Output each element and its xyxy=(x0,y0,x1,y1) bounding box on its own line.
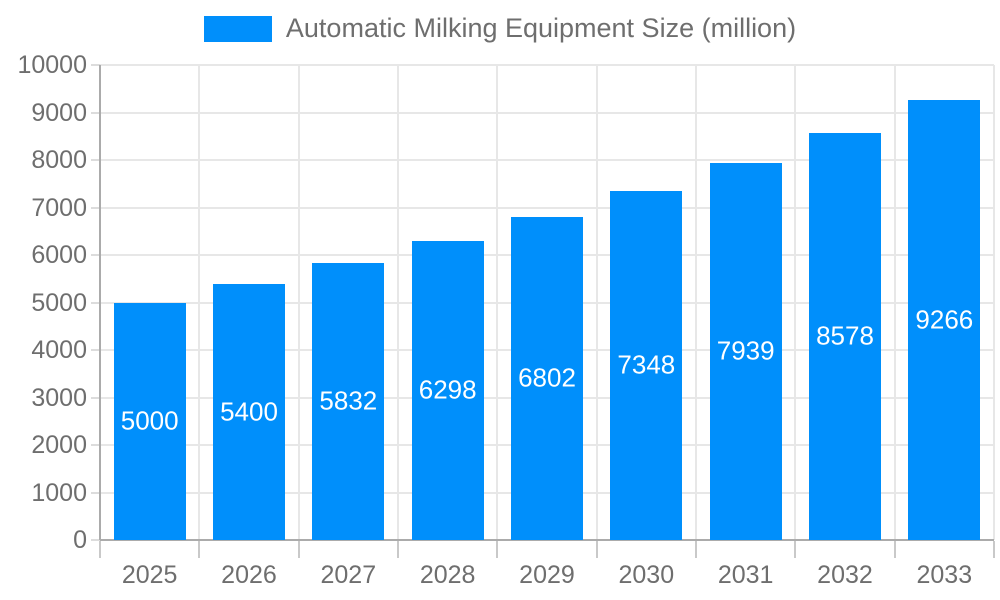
bar: 8578 xyxy=(809,132,881,540)
y-axis-label: 2000 xyxy=(31,431,87,459)
legend[interactable]: Automatic Milking Equipment Size (millio… xyxy=(0,13,1000,44)
y-gridline xyxy=(100,206,994,209)
y-axis-label: 4000 xyxy=(31,336,87,364)
y-axis-label: 6000 xyxy=(31,241,87,269)
bar: 7348 xyxy=(610,190,683,540)
x-tick xyxy=(893,541,896,558)
y-axis-line xyxy=(99,65,101,540)
bar: 6298 xyxy=(411,240,484,540)
y-tick xyxy=(91,111,100,114)
y-axis-label: 3000 xyxy=(31,383,87,412)
x-axis-label: 2028 xyxy=(419,561,476,589)
y-axis-label: 5000 xyxy=(31,288,87,317)
bar-value-label: 5832 xyxy=(319,385,378,416)
y-tick xyxy=(91,444,100,446)
y-tick xyxy=(91,396,100,399)
x-gridline xyxy=(397,65,399,540)
x-gridline xyxy=(198,65,201,540)
x-tick xyxy=(397,541,399,558)
x-tick xyxy=(993,541,995,558)
x-tick xyxy=(198,541,201,558)
x-axis-label: 2033 xyxy=(916,561,973,589)
bar: 9266 xyxy=(908,99,981,540)
y-tick xyxy=(91,539,100,541)
x-tick xyxy=(297,541,300,558)
x-tick xyxy=(99,541,101,558)
bar: 7939 xyxy=(709,162,782,540)
y-axis-label: 10000 xyxy=(17,51,87,79)
y-axis-label: 1000 xyxy=(31,478,87,507)
bar-value-label: 7348 xyxy=(617,349,676,380)
bar: 5000 xyxy=(113,302,186,540)
y-tick xyxy=(91,159,100,161)
x-axis-label: 2029 xyxy=(519,561,575,589)
x-tick xyxy=(695,541,697,558)
y-axis-label: 9000 xyxy=(31,98,87,127)
y-gridline xyxy=(100,111,994,114)
y-tick xyxy=(91,349,100,351)
bar: 6802 xyxy=(511,216,583,540)
x-tick xyxy=(496,541,499,558)
y-gridline xyxy=(100,159,994,161)
x-axis-label: 2025 xyxy=(121,561,178,589)
bar: 5832 xyxy=(312,262,385,540)
x-axis-label: 2031 xyxy=(717,561,774,589)
x-axis-label: 2032 xyxy=(817,561,873,589)
y-gridline xyxy=(100,64,994,66)
x-gridline xyxy=(695,65,697,540)
x-tick xyxy=(794,541,797,558)
x-axis-line xyxy=(100,539,994,541)
x-gridline xyxy=(496,65,499,540)
bar-value-label: 7939 xyxy=(716,335,775,366)
bar-value-label: 9266 xyxy=(915,304,974,335)
x-gridline xyxy=(794,65,797,540)
x-tick xyxy=(595,541,598,558)
y-axis-label: 8000 xyxy=(31,146,87,174)
bar-value-label: 6802 xyxy=(518,362,576,393)
y-tick xyxy=(91,254,100,256)
legend-label: Automatic Milking Equipment Size (millio… xyxy=(285,13,797,43)
y-axis-label: 7000 xyxy=(31,193,87,222)
y-tick xyxy=(91,206,100,209)
x-axis-label: 2030 xyxy=(618,561,675,589)
x-gridline xyxy=(993,65,995,540)
x-gridline xyxy=(595,65,598,540)
x-gridline xyxy=(893,65,896,540)
x-gridline xyxy=(297,65,300,540)
bar-value-label: 5000 xyxy=(120,405,179,436)
bar-value-label: 5400 xyxy=(220,396,278,427)
legend-swatch xyxy=(203,15,272,42)
bar-value-label: 6298 xyxy=(418,374,477,405)
y-axis-label: 0 xyxy=(73,526,87,554)
y-tick xyxy=(91,301,100,304)
y-tick xyxy=(91,64,100,66)
y-tick xyxy=(91,491,100,494)
bar-value-label: 8578 xyxy=(816,320,874,351)
bar: 5400 xyxy=(213,283,285,540)
x-axis-label: 2027 xyxy=(320,561,377,589)
x-axis-label: 2026 xyxy=(221,561,277,589)
